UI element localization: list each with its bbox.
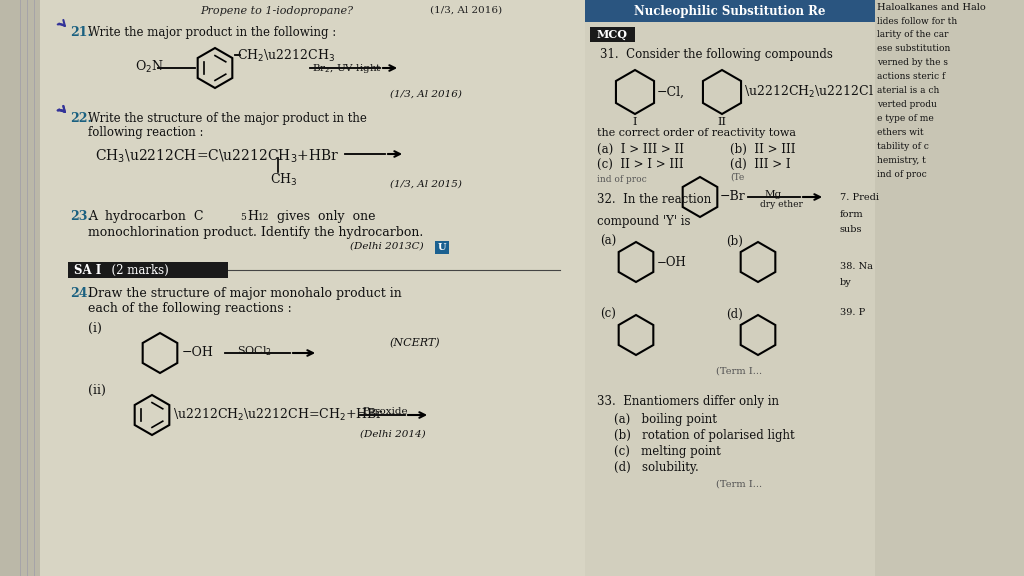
Text: (Term I...: (Term I... [716,480,762,489]
Text: (b)  II > III: (b) II > III [730,143,796,156]
Bar [874,0,1024,576]
Text: CH$_3$\u2212CH=C\u2212CH$_3$+HBr: CH$_3$\u2212CH=C\u2212CH$_3$+HBr [95,148,339,165]
Text: actions steric f: actions steric f [877,72,945,81]
Text: \u2212CH$_2$\u2212Cl: \u2212CH$_2$\u2212Cl [744,84,873,100]
Bar [585,0,874,22]
Text: Write the structure of the major product in the: Write the structure of the major product… [88,112,367,125]
Text: Nucleophilic Substitution Re: Nucleophilic Substitution Re [634,5,825,17]
Text: ese substitution: ese substitution [877,44,950,53]
Text: (2 marks): (2 marks) [104,263,169,276]
Text: (c)   melting point: (c) melting point [614,445,721,458]
Text: I: I [633,117,637,127]
Text: lides follow for th: lides follow for th [877,17,957,26]
Bar [435,241,449,254]
Text: U: U [437,242,446,252]
Text: aterial is a ch: aterial is a ch [877,86,939,95]
Text: (d)  III > I: (d) III > I [730,158,791,171]
Text: SA I: SA I [74,263,101,276]
Text: compound 'Y' is: compound 'Y' is [597,215,690,228]
Text: Draw the structure of major monohalo product in: Draw the structure of major monohalo pro… [88,287,401,300]
Text: ind of proc: ind of proc [597,175,647,184]
Text: SOCl$_2$: SOCl$_2$ [237,344,272,358]
Text: 33.  Enantiomers differ only in: 33. Enantiomers differ only in [597,395,779,408]
Text: (1/3, Al 2016): (1/3, Al 2016) [390,90,462,99]
Text: (Delhi 2013C): (Delhi 2013C) [350,242,424,251]
Text: Propene to 1-iodopropane?: Propene to 1-iodopropane? [200,6,353,16]
Text: 12: 12 [258,213,269,222]
Text: 39. P: 39. P [840,308,865,317]
Text: form: form [840,210,863,219]
Text: Mg: Mg [765,190,782,199]
Text: Write the major product in the following :: Write the major product in the following… [88,26,336,39]
Text: (1/3, Al 2015): (1/3, Al 2015) [390,180,462,189]
Text: −OH: −OH [182,347,214,359]
Text: 31.  Consider the following compounds: 31. Consider the following compounds [600,48,833,61]
Text: A  hydrocarbon  C: A hydrocarbon C [88,210,204,223]
Text: MCQ: MCQ [597,28,628,40]
Text: 22.: 22. [70,112,92,125]
Text: hemistry, t: hemistry, t [877,156,926,165]
Bar [0,0,40,576]
Text: O$_2$N: O$_2$N [135,59,164,75]
Text: −Br: −Br [720,191,745,203]
Text: each of the following reactions :: each of the following reactions : [88,302,292,315]
Text: monochlorination product. Identify the hydrocarbon.: monochlorination product. Identify the h… [88,226,423,239]
Text: (Delhi 2014): (Delhi 2014) [360,430,426,439]
Text: 38. Na: 38. Na [840,262,872,271]
Text: verted produ: verted produ [877,100,937,109]
Text: following reaction :: following reaction : [88,126,204,139]
Text: (a)  I > III > II: (a) I > III > II [597,143,684,156]
Text: 24.: 24. [70,287,92,300]
Text: ethers wit: ethers wit [877,128,924,137]
Text: (d)   solubility.: (d) solubility. [614,461,698,474]
Text: gives  only  one: gives only one [269,210,376,223]
Text: \u2212CH$_2$\u2212CH=CH$_2$+HBr: \u2212CH$_2$\u2212CH=CH$_2$+HBr [173,407,384,423]
Text: (b)   rotation of polarised light: (b) rotation of polarised light [614,429,795,442]
Text: ind of proc: ind of proc [877,170,927,179]
Text: CH$_2$\u2212CH$_3$: CH$_2$\u2212CH$_3$ [237,48,335,64]
Text: (Te: (Te [730,173,744,182]
Text: 32.  In the reaction: 32. In the reaction [597,193,712,206]
Text: verned by the s: verned by the s [877,58,948,67]
Text: Br$_2$, UV light: Br$_2$, UV light [312,62,382,75]
Text: Haloalkanes and Halo: Haloalkanes and Halo [877,3,986,12]
Text: II: II [718,117,726,127]
Text: (NCERT): (NCERT) [390,338,440,348]
Text: (c): (c) [600,308,615,321]
Text: larity of the car: larity of the car [877,30,948,39]
Bar [585,0,874,576]
Text: tability of c: tability of c [877,142,929,151]
Text: (a)   boiling point: (a) boiling point [614,413,717,426]
Text: (i): (i) [88,322,101,335]
Text: (c)  II > I > III: (c) II > I > III [597,158,684,171]
Bar [590,27,635,42]
Text: e type of me: e type of me [877,114,934,123]
Text: dry ether: dry ether [760,200,803,209]
Text: (d): (d) [726,308,742,321]
Bar [68,262,228,278]
Text: 21.: 21. [70,26,92,39]
Text: −OH: −OH [657,256,687,268]
Text: Peroxide: Peroxide [362,407,408,416]
Text: subs: subs [840,225,862,234]
Text: 7. Predi: 7. Predi [840,193,879,202]
Text: by: by [840,278,852,287]
Text: 5: 5 [240,213,246,222]
Text: (Term I...: (Term I... [716,367,762,376]
Text: CH$_3$: CH$_3$ [270,172,297,188]
Text: (b): (b) [726,235,742,248]
Text: 23.: 23. [70,210,92,223]
Text: (a): (a) [600,235,616,248]
Text: H: H [247,210,258,223]
Text: (1/3, Al 2016): (1/3, Al 2016) [430,6,502,15]
Text: (ii): (ii) [88,384,105,397]
Text: the correct order of reactivity towa: the correct order of reactivity towa [597,128,796,138]
Text: −Cl,: −Cl, [657,85,685,98]
Bar [40,0,585,576]
